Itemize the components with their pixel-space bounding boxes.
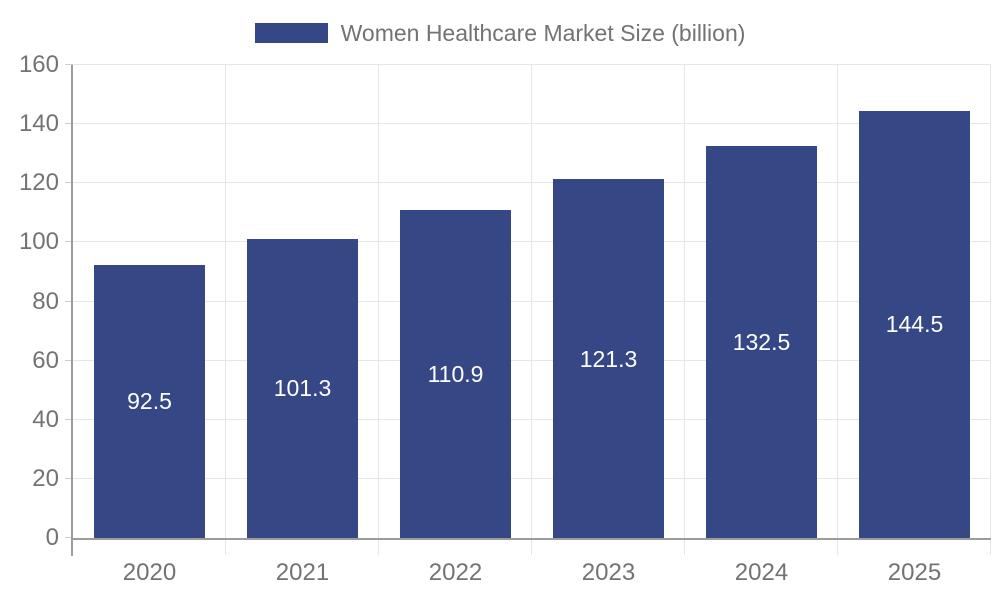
y-axis-label: 40 [32, 405, 59, 433]
y-axis-label: 160 [18, 51, 59, 78]
y-axis-line [71, 65, 73, 556]
bar [247, 238, 358, 538]
gridline-v [378, 65, 379, 538]
gridline-v [531, 65, 532, 538]
x-tick [531, 538, 532, 555]
bar-value-label: 101.3 [273, 375, 332, 402]
y-tick [65, 241, 73, 243]
y-axis-label: 140 [18, 110, 59, 138]
gridline-v [837, 65, 838, 538]
gridline-h [73, 64, 991, 65]
x-axis-label: 2023 [581, 559, 636, 586]
bar-value-label: 92.5 [127, 388, 172, 415]
legend-label: Women Healthcare Market Size (billion) [340, 19, 746, 46]
y-tick [65, 537, 73, 538]
gridline-h [73, 123, 991, 125]
gridline-h [73, 182, 991, 184]
y-axis-label: 0 [45, 524, 59, 551]
y-tick [65, 64, 73, 65]
x-tick [837, 538, 838, 555]
x-tick [225, 538, 226, 555]
gridline-h [73, 418, 991, 420]
y-tick [65, 123, 73, 125]
bar [94, 264, 205, 538]
legend-item[interactable]: Women Healthcare Market Size (billion) [0, 20, 1000, 46]
gridline-h [73, 477, 991, 479]
bar-value-label: 132.5 [732, 329, 791, 356]
y-tick [65, 300, 73, 302]
y-axis-label: 100 [18, 228, 59, 256]
gridline-v [225, 65, 226, 538]
y-tick [65, 359, 73, 361]
x-axis-label: 2024 [734, 559, 789, 586]
bar [706, 146, 817, 538]
gridline-v [684, 65, 685, 538]
bar [859, 110, 970, 538]
y-axis-label: 120 [18, 169, 59, 197]
gridline-h [73, 359, 991, 361]
gridline-h [73, 241, 991, 243]
y-axis-label: 20 [32, 464, 59, 492]
y-axis-label: 60 [32, 346, 59, 374]
x-tick [684, 538, 685, 555]
legend-swatch [254, 23, 328, 43]
y-axis-label: 80 [32, 287, 59, 315]
bar [553, 179, 664, 538]
x-tick [990, 538, 991, 555]
gridline-v [990, 65, 991, 538]
x-axis-label: 2022 [428, 559, 483, 586]
gridline-h [73, 300, 991, 302]
y-tick [65, 477, 73, 479]
y-tick [65, 418, 73, 420]
bar-value-label: 110.9 [427, 361, 484, 388]
x-axis-line [71, 538, 991, 540]
x-axis-label: 2020 [122, 559, 177, 586]
y-tick [65, 182, 73, 184]
bar-value-label: 121.3 [579, 345, 638, 372]
x-axis-label: 2025 [887, 559, 942, 586]
bar-value-label: 144.5 [885, 311, 944, 338]
x-axis-label: 2021 [275, 559, 330, 586]
x-tick [378, 538, 379, 555]
bar [400, 210, 511, 538]
